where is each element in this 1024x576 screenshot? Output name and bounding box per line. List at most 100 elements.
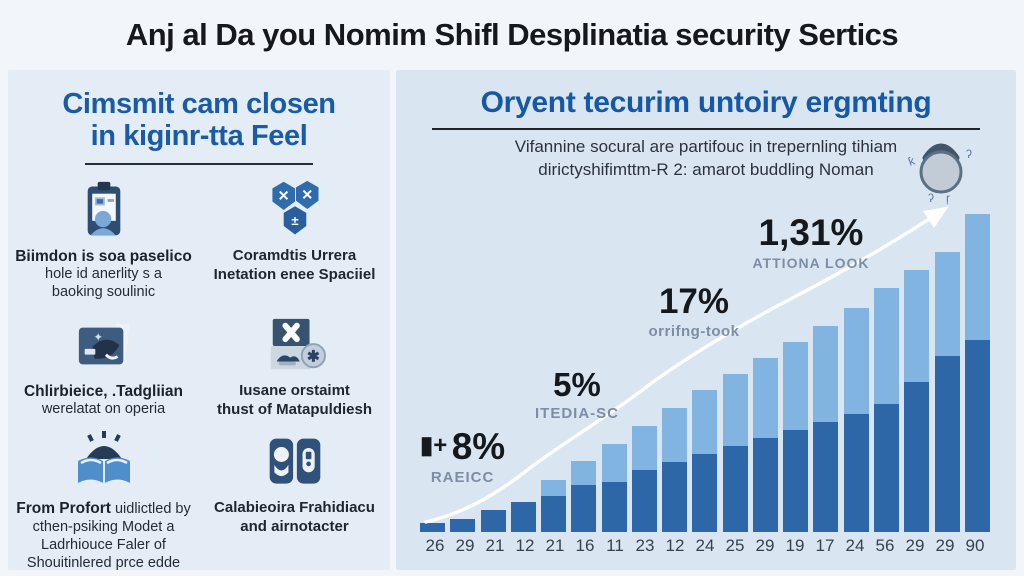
x-axis-tick: 90 (965, 536, 985, 555)
caption: Chlirbieice, .Tadgliian werelatat on ope… (23, 383, 184, 418)
shield-cluster-icon: ✕ ✕ ± (263, 179, 327, 241)
svg-text:✱: ✱ (306, 349, 319, 366)
bar (480, 510, 506, 532)
data-annotation: 1,31% ATTIONA LOOK (752, 212, 870, 271)
bar (843, 308, 869, 532)
caption: Coramdtis Urrera Inetation enee Spaciiel (213, 246, 376, 283)
list-item: From Profort uidlictled by cthen-psiking… (8, 425, 199, 573)
bar-segment-light (541, 480, 567, 496)
bar-segment-dark (843, 414, 869, 532)
x-axis-tick: 29 (755, 536, 775, 555)
x-axis-tick: 25 (725, 536, 745, 555)
bar (662, 408, 688, 532)
title-underline (432, 128, 980, 130)
bar-segment-dark (964, 340, 990, 532)
caption: From Profort uidlictled by cthen-psiking… (16, 500, 191, 572)
bar-segment-dark (420, 523, 445, 532)
chart-subtitle: Vifannine socural are partifouc in trepe… (514, 137, 898, 179)
x-axis-tick: 12 (665, 536, 685, 555)
svg-text:ƙ: ƙ (906, 153, 917, 169)
bar-segment-dark (722, 446, 748, 532)
caption: Calabieoira Frahidiacu and airnotacter (214, 499, 375, 535)
x-axis-tick: 12 (515, 536, 535, 555)
bar (752, 358, 778, 532)
x-axis-tick: 24 (695, 536, 715, 555)
bar (692, 390, 718, 532)
feature-grid: Biimdon is soa paselico hole id anerlity… (8, 173, 390, 573)
page-title: Anj al Da you Nomim Shifl Desplinatia se… (125, 17, 899, 52)
bar (601, 444, 627, 532)
bar (873, 288, 899, 532)
bar-segment-dark (631, 470, 657, 532)
bar (964, 214, 990, 532)
bar (722, 374, 748, 532)
x-axis-tick: 19 (785, 536, 805, 555)
list-item: ✦ Chlirbieice, .Tadgliian werelatat on o… (8, 308, 199, 419)
bar-segment-dark (692, 454, 718, 532)
header: Anj al Da you Nomim Shifl Desplinatia se… (0, 0, 1024, 70)
bar (934, 252, 960, 532)
caption: Iusane orstaimt thust of Matapuldiesh (217, 382, 372, 418)
svg-text:ŗ: ŗ (946, 191, 950, 205)
briefcase-bird-icon: ✦ (73, 314, 135, 376)
x-axis-tick: 17 (815, 536, 835, 555)
bar (813, 326, 839, 532)
bar (571, 461, 597, 532)
bar-segment-light (752, 358, 778, 438)
list-item: Biimdon is soa paselico hole id anerlity… (8, 173, 199, 302)
list-item: ✱ Iusane orstaimt thust of Matapuldiesh (199, 308, 390, 419)
bar-segment-light (813, 326, 839, 422)
bar (420, 523, 445, 532)
bar-chart (420, 197, 990, 532)
clipboard-person-icon (75, 179, 133, 241)
bar-segment-light (904, 270, 930, 382)
svg-text:ʔ: ʔ (928, 191, 934, 205)
bar (783, 342, 809, 532)
book-dome-icon (72, 431, 136, 493)
data-annotation: 17% orrifng-took (648, 282, 740, 340)
title-underline (85, 162, 313, 165)
bar (904, 270, 930, 532)
bar (541, 480, 567, 532)
bar-segment-light (964, 214, 990, 340)
list-item: Calabieoira Frahidiacu and airnotacter (199, 425, 390, 573)
x-axis-tick: 21 (545, 536, 565, 555)
svg-text:✕: ✕ (301, 187, 313, 203)
bar-segment-dark (904, 382, 930, 532)
bar (510, 502, 536, 532)
bar-segment-light (722, 374, 748, 446)
bar-segment-light (662, 408, 688, 462)
bar (631, 426, 657, 532)
left-panel: Cimsmit cam closen in kiginr-tta Feel (8, 70, 390, 573)
bar-segment-dark (783, 430, 809, 532)
bar-segment-light (843, 308, 869, 414)
x-axis-labels: 26 29 21 12 21 16 11 23 12 24 25 29 19 17 24 56 29 29 90 (420, 536, 990, 556)
x-axis-tick: 23 (635, 536, 655, 555)
x-axis-tick: 26 (425, 536, 445, 555)
bar-segment-light (783, 342, 809, 430)
x-axis-tick: 29 (905, 536, 925, 555)
bar-segment-dark (752, 438, 778, 532)
bar-segment-dark (571, 485, 597, 532)
bar-segment-dark (480, 510, 506, 532)
id-badges-icon (265, 431, 325, 493)
caption: Biimdon is soa paselico hole id anerlity… (15, 247, 192, 301)
bar-segment-light (692, 390, 718, 454)
plus-glyph: ▮+ (420, 432, 448, 459)
svg-text:±: ± (291, 213, 298, 228)
left-panel-title: Cimsmit cam closen in kiginr-tta Feel (62, 88, 336, 153)
svg-text:✦: ✦ (93, 331, 103, 344)
bar-segment-light (571, 461, 597, 485)
svg-text:✕: ✕ (277, 188, 289, 204)
data-annotation: ▮+ 8% RAEICC (420, 426, 506, 486)
svg-text:ʔ: ʔ (966, 147, 972, 161)
bar (450, 519, 476, 532)
bar-segment-light (934, 252, 960, 356)
bar-segment-light (631, 426, 657, 470)
bar-segment-dark (541, 496, 567, 532)
bar-segment-dark (813, 422, 839, 532)
right-panel: Oryent tecurim untoiry ergmting Vifannin… (396, 70, 1016, 570)
crate-x-icon: ✱ (263, 314, 327, 376)
x-axis-tick: 11 (606, 536, 624, 555)
